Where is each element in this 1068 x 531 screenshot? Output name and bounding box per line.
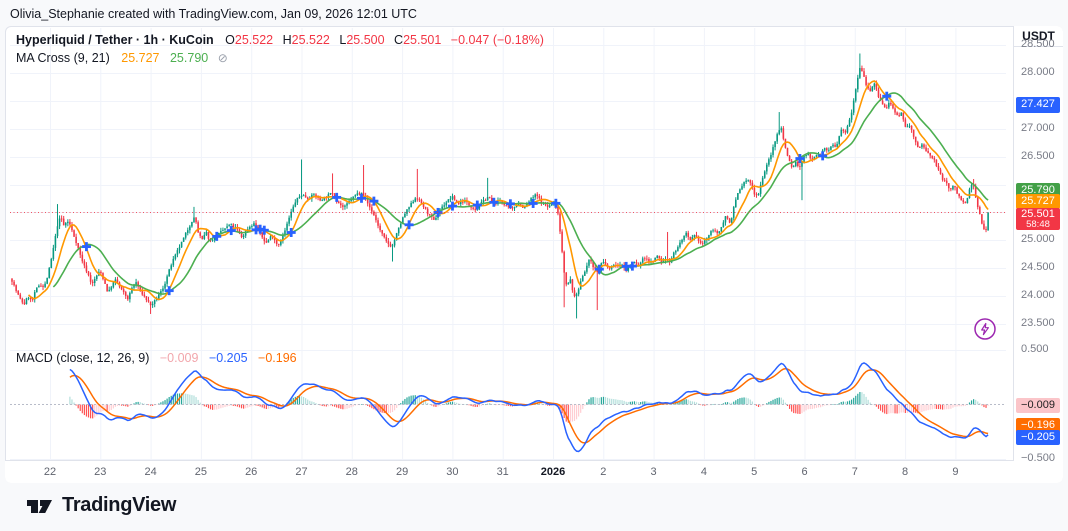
- price-axis[interactable]: USDT 27.427 25.790 25.727 25.501 58:48 −…: [1013, 26, 1063, 483]
- bar-countdown: 58:48: [1026, 219, 1050, 231]
- ma-cross-legend-row: MA Cross (9, 21) 25.727 25.790 ⊘: [16, 49, 544, 67]
- time-tick-label: 26: [245, 466, 258, 478]
- price-tick-label: 26.500: [1021, 149, 1055, 162]
- time-tick-label: 9: [952, 466, 959, 478]
- macd-tick-label: −0.500: [1021, 452, 1055, 465]
- time-tick-label: 28: [345, 466, 358, 478]
- macd-hist-value: −0.009: [159, 351, 199, 365]
- symbol-title: Hyperliquid / Tether · 1h · KuCoin: [16, 33, 214, 47]
- time-tick-label: 4: [700, 466, 707, 478]
- indicator-mute-icon[interactable]: ⊘: [217, 51, 228, 65]
- price-tick-label: 24.000: [1021, 289, 1055, 302]
- ma-cross-label: MA Cross (9, 21): [16, 51, 110, 65]
- time-tick-label: 6: [801, 466, 808, 478]
- change-value: −0.047 (−0.18%): [450, 33, 544, 47]
- time-tick-label: 30: [446, 466, 459, 478]
- ma-fast-value: 25.727: [121, 51, 160, 65]
- price-tick-label: 25.000: [1021, 233, 1055, 246]
- currency-tab[interactable]: USDT: [1014, 26, 1063, 47]
- time-tick-label: 22: [43, 466, 57, 478]
- time-axis[interactable]: 22 23 24 25 26 27 28 29 30 31 2026 2 3 4 5 6 7 8 9: [5, 460, 1014, 483]
- alert-price-badge: 27.427: [1016, 96, 1060, 113]
- price-tick-label: 27.000: [1021, 121, 1055, 134]
- time-tick-label: 2: [600, 466, 607, 478]
- time-tick-label: 23: [94, 466, 107, 478]
- last-price-badge: 25.501 58:48: [1016, 208, 1060, 231]
- time-tick-label: 2026: [540, 466, 566, 478]
- macd-tick-label: 0.500: [1021, 342, 1049, 355]
- macd-line-value: −0.205: [208, 351, 248, 365]
- ohlc-open: O25.522: [225, 33, 274, 47]
- time-tick-label: 5: [751, 466, 758, 478]
- price-tick-label: 23.500: [1021, 317, 1055, 329]
- tradingview-logo-icon: [27, 500, 52, 513]
- attribution-text: Olivia_Stephanie created with TradingVie…: [10, 7, 417, 21]
- ohlc-close: C25.501: [394, 33, 442, 47]
- macd-label: MACD (close, 12, 26, 9): [16, 351, 150, 365]
- lightning-button[interactable]: [973, 317, 997, 341]
- ma-slow-value: 25.790: [169, 51, 209, 65]
- tradingview-logo[interactable]: TradingView: [26, 492, 176, 519]
- macd-line-badge: −0.205: [1016, 429, 1060, 445]
- time-tick-label: 3: [650, 466, 657, 478]
- ohlc-high: H25.522: [282, 33, 330, 47]
- tradingview-logo-text: TradingView: [62, 494, 177, 516]
- time-tick-label: 27: [295, 466, 308, 478]
- price-tick-label: 24.500: [1021, 261, 1055, 274]
- time-tick-label: 8: [902, 466, 909, 478]
- time-tick-label: 25: [194, 466, 208, 478]
- lightning-icon: [974, 318, 996, 340]
- macd-hist-badge: −0.009: [1016, 397, 1060, 413]
- ohlc-low: L25.500: [339, 33, 385, 47]
- price-tick-label: 28.000: [1021, 66, 1055, 78]
- macd-legend: MACD (close, 12, 26, 9) −0.009 −0.205 −0…: [16, 351, 304, 365]
- symbol-legend: Hyperliquid / Tether · 1h · KuCoin O25.5…: [16, 31, 544, 67]
- time-tick-label: 24: [144, 466, 157, 478]
- time-tick-label: 31: [496, 466, 509, 478]
- price-tick-label: 28.500: [1021, 38, 1055, 51]
- time-tick-label: 7: [851, 466, 858, 478]
- macd-signal-value: −0.196: [258, 351, 297, 365]
- ma-fast-badge: 25.727: [1016, 194, 1060, 210]
- last-price-value: 25.501: [1021, 208, 1055, 221]
- symbol-legend-row: Hyperliquid / Tether · 1h · KuCoin O25.5…: [16, 31, 544, 49]
- macd-signal-badge: −0.196: [1016, 417, 1060, 433]
- time-tick-label: 29: [395, 466, 409, 478]
